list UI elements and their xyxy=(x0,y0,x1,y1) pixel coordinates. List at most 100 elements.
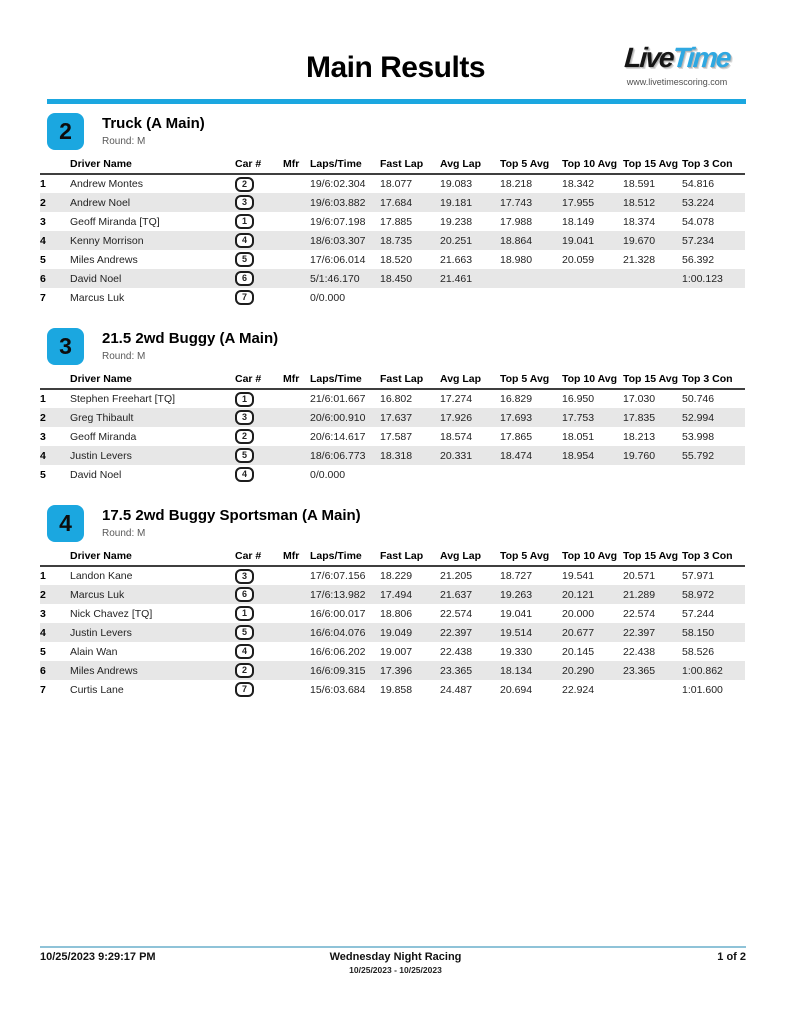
col-header-top10-avg: Top 10 Avg xyxy=(562,372,623,390)
cell-mfr xyxy=(283,680,310,699)
cell-avg-lap: 20.331 xyxy=(440,449,473,462)
cell-fast-lap: 18.520 xyxy=(380,253,413,266)
section-titles: 17.5 2wd Buggy Sportsman (A Main) Round:… xyxy=(102,505,361,539)
cell-driver: Marcus Luk xyxy=(70,588,125,601)
cell-avg-lap: 22.438 xyxy=(440,645,473,658)
car-number-badge: 7 xyxy=(235,682,255,697)
col-header-top15-avg: Top 15 Avg xyxy=(623,372,682,390)
col-header-car-number: Car # xyxy=(235,157,283,175)
cell-top3-con xyxy=(682,465,745,484)
col-header-top10-avg: Top 10 Avg xyxy=(562,549,623,567)
race-class-title: Truck (A Main) xyxy=(102,115,205,132)
col-header-fast-lap: Fast Lap xyxy=(380,372,440,390)
cell-car: 5 xyxy=(235,250,283,269)
table-header-row: Driver Name Car # Mfr Laps/Time Fast Lap… xyxy=(40,157,745,175)
car-number-badge: 1 xyxy=(235,214,255,229)
cell-car: 7 xyxy=(235,288,283,307)
cell-laps-time: 5/1:46.170 xyxy=(310,272,360,285)
cell-top15-avg: 21.328 xyxy=(623,253,656,266)
cell-laps-time: 17/6:06.014 xyxy=(310,253,366,266)
footer-event-block: Wednesday Night Racing 10/25/2023 - 10/2… xyxy=(0,951,791,975)
cell-fast-lap: 19.858 xyxy=(380,683,413,696)
cell-mfr xyxy=(283,389,310,408)
cell-avg-lap: 21.637 xyxy=(440,588,473,601)
col-header-avg-lap: Avg Lap xyxy=(440,157,500,175)
cell-top15-avg xyxy=(623,288,682,307)
cell-laps-time: 17/6:07.156 xyxy=(310,570,366,582)
cell-driver: Miles Andrews xyxy=(70,253,138,266)
cell-fast-lap: 18.229 xyxy=(380,570,413,582)
cell-pos: 2 xyxy=(40,411,46,424)
cell-top5-avg: 18.980 xyxy=(500,253,533,266)
cell-car: 6 xyxy=(235,585,283,604)
cell-laps-time: 16/6:04.076 xyxy=(310,626,366,639)
cell-top10-avg: 20.059 xyxy=(562,253,595,266)
cell-pos: 5 xyxy=(40,645,46,658)
col-header-avg-lap: Avg Lap xyxy=(440,549,500,567)
table-header-row: Driver Name Car # Mfr Laps/Time Fast Lap… xyxy=(40,549,745,567)
cell-mfr xyxy=(283,585,310,604)
results-content: 2 Truck (A Main) Round: M Driver Name Ca xyxy=(40,113,745,720)
cell-pos: 1 xyxy=(40,570,46,582)
cell-top5-avg: 18.727 xyxy=(500,570,533,582)
cell-top15-avg xyxy=(623,269,682,288)
cell-fast-lap: 16.802 xyxy=(380,393,413,405)
cell-mfr xyxy=(283,250,310,269)
cell-mfr xyxy=(283,642,310,661)
car-number-badge: 2 xyxy=(235,663,255,678)
page-title: Main Results xyxy=(305,51,486,84)
table-row: 3 Geoff Miranda [TQ] 1 19/6:07.198 17.885 19.… xyxy=(40,212,745,231)
logo-website-url: www.livetimescoring.com xyxy=(626,77,728,87)
table-row: 5 Alain Wan 4 16/6:06.202 19.007 22.438 19.330… xyxy=(40,642,745,661)
cell-driver: Stephen Freehart [TQ] xyxy=(70,393,176,405)
table-row: 1 Stephen Freehart [TQ] 1 21/6:01.667 16.802… xyxy=(40,389,745,408)
car-number-badge: 4 xyxy=(235,644,255,659)
cell-avg-lap: 22.574 xyxy=(440,607,473,620)
race-section-17-5-buggy-sportsman: 4 17.5 2wd Buggy Sportsman (A Main) Roun… xyxy=(40,505,745,699)
cell-laps-time: 18/6:06.773 xyxy=(310,449,366,462)
car-number-badge: 6 xyxy=(235,271,255,286)
cell-mfr xyxy=(283,427,310,446)
cell-laps-time: 16/6:00.017 xyxy=(310,607,366,620)
cell-top15-avg: 19.670 xyxy=(623,234,656,247)
cell-top5-avg: 17.865 xyxy=(500,430,533,443)
cell-avg-lap: 21.461 xyxy=(440,272,473,285)
table-row: 4 Justin Levers 5 16/6:04.076 19.049 22.397 19… xyxy=(40,623,745,642)
cell-top3-con: 53.224 xyxy=(682,196,715,209)
cell-top3-con: 56.392 xyxy=(682,253,715,266)
cell-car: 6 xyxy=(235,269,283,288)
cell-avg-lap: 22.397 xyxy=(440,626,473,639)
col-header-top5-avg: Top 5 Avg xyxy=(500,372,562,390)
car-number-badge: 2 xyxy=(235,176,255,192)
cell-top5-avg: 18.864 xyxy=(500,234,533,247)
cell-driver: Justin Levers xyxy=(70,626,132,639)
cell-pos: 1 xyxy=(40,393,46,405)
cell-fast-lap: 18.735 xyxy=(380,234,413,247)
cell-driver: Marcus Luk xyxy=(70,291,125,304)
col-header-top3-con: Top 3 Con xyxy=(682,372,745,390)
section-header: 4 17.5 2wd Buggy Sportsman (A Main) Roun… xyxy=(40,505,745,542)
cell-top15-avg: 17.030 xyxy=(623,393,656,405)
col-header-top5-avg: Top 5 Avg xyxy=(500,157,562,175)
table-row: 5 Miles Andrews 5 17/6:06.014 18.520 21.663 18… xyxy=(40,250,745,269)
cell-avg-lap: 20.251 xyxy=(440,234,473,247)
cell-top15-avg: 20.571 xyxy=(623,570,656,582)
cell-top10-avg: 19.041 xyxy=(562,234,595,247)
cell-mfr xyxy=(283,408,310,427)
results-table: Driver Name Car # Mfr Laps/Time Fast Lap… xyxy=(40,157,745,307)
section-titles: 21.5 2wd Buggy (A Main) Round: M xyxy=(102,328,278,362)
col-header-top3-con: Top 3 Con xyxy=(682,157,745,175)
car-number-badge: 2 xyxy=(235,429,255,444)
cell-top15-avg: 18.213 xyxy=(623,430,656,443)
cell-avg-lap: 17.274 xyxy=(440,393,473,405)
cell-top10-avg xyxy=(562,269,623,288)
cell-pos: 4 xyxy=(40,449,46,462)
table-row: 3 Geoff Miranda 2 20/6:14.617 17.587 18.574 17… xyxy=(40,427,745,446)
car-number-badge: 5 xyxy=(235,448,255,463)
cell-top3-con: 58.526 xyxy=(682,645,715,658)
cell-top15-avg xyxy=(623,680,682,699)
car-number-badge: 4 xyxy=(235,467,255,482)
race-section-truck: 2 Truck (A Main) Round: M Driver Name Ca xyxy=(40,113,745,307)
cell-top3-con: 1:00.123 xyxy=(682,272,723,285)
